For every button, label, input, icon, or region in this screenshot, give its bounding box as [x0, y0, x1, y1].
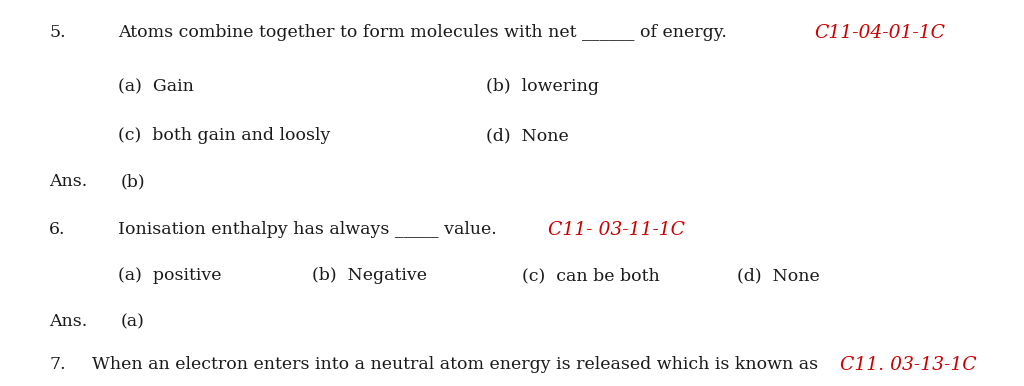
Text: (b)  lowering: (b) lowering: [486, 78, 599, 95]
Text: (c)  can be both: (c) can be both: [522, 267, 660, 284]
Text: C11- 03-11-1C: C11- 03-11-1C: [548, 221, 685, 239]
Text: C11-04-01-1C: C11-04-01-1C: [814, 24, 945, 42]
Text: Ans.: Ans.: [49, 173, 87, 190]
Text: Ionisation enthalpy has always _____ value.: Ionisation enthalpy has always _____ val…: [118, 221, 497, 238]
Text: (b): (b): [121, 173, 145, 190]
Text: 6.: 6.: [49, 221, 66, 238]
Text: 5.: 5.: [49, 24, 66, 41]
Text: (b)  Negative: (b) Negative: [312, 267, 427, 284]
Text: (d)  None: (d) None: [737, 267, 820, 284]
Text: When an electron enters into a neutral atom energy is released which is known as: When an electron enters into a neutral a…: [92, 356, 818, 373]
Text: (a): (a): [121, 313, 144, 330]
Text: 7.: 7.: [49, 356, 66, 373]
Text: (a)  Gain: (a) Gain: [118, 78, 194, 95]
Text: Atoms combine together to form molecules with net ______ of energy.: Atoms combine together to form molecules…: [118, 24, 727, 41]
Text: (c)  both gain and loosly: (c) both gain and loosly: [118, 127, 330, 144]
Text: Ans.: Ans.: [49, 313, 87, 330]
Text: C11. 03-13-1C: C11. 03-13-1C: [840, 356, 976, 374]
Text: (a)  positive: (a) positive: [118, 267, 221, 284]
Text: (d)  None: (d) None: [486, 127, 569, 144]
